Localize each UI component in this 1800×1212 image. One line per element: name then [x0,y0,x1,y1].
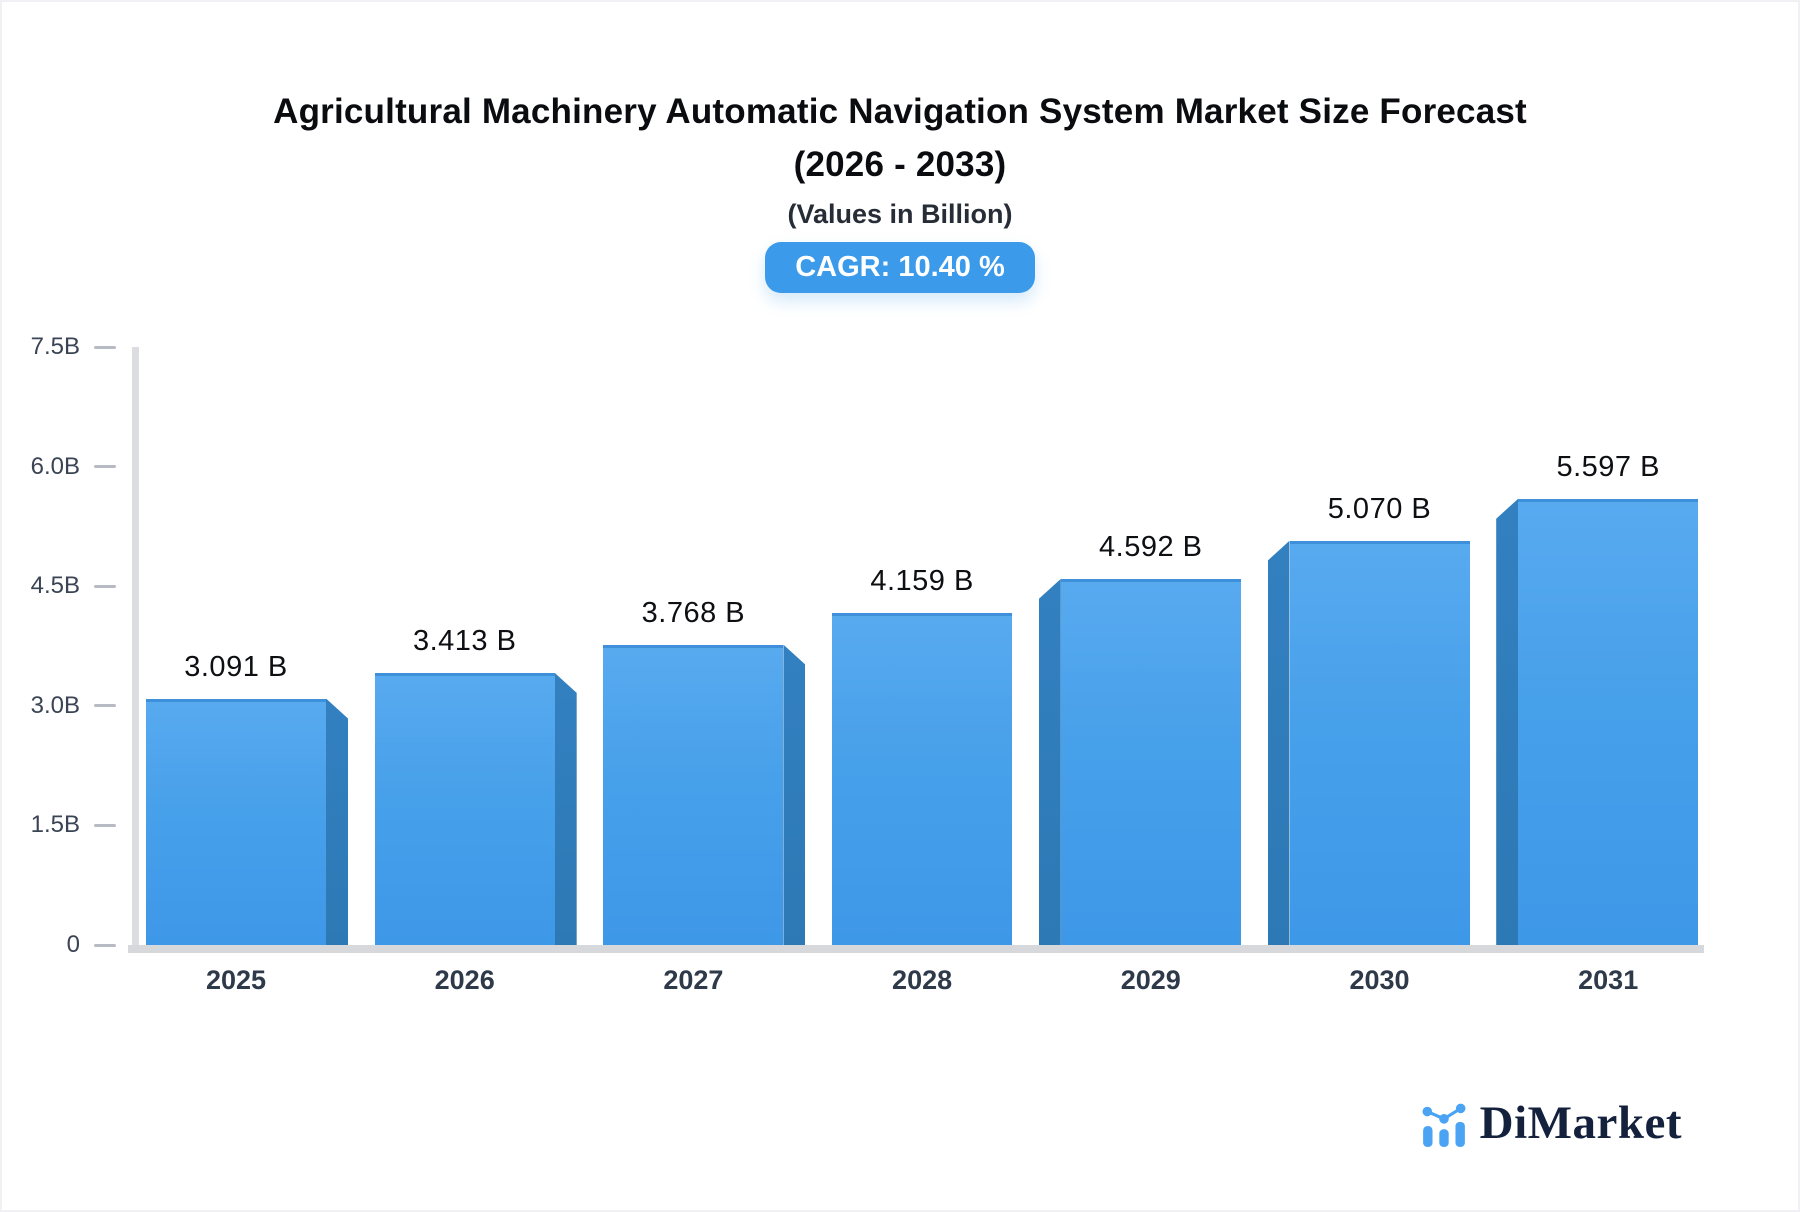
y-tick-mark [94,465,116,469]
logo-text: DiMarket [1479,1097,1682,1149]
bar-face [603,644,784,945]
bar-face [832,613,1013,945]
bar-side-shadow [1267,540,1290,945]
x-axis-label-2031: 2031 [1578,965,1639,995]
x-axis-label-2025: 2025 [205,965,267,995]
bar-2029 [1038,578,1241,945]
y-tick-4.5B: 4.5B [0,572,116,600]
y-tick-label: 6.0B [30,452,80,480]
y-tick-7.5B: 7.5B [0,333,116,361]
y-tick-mark [94,823,116,827]
bar-face [374,672,555,945]
bar-face [1518,498,1699,945]
bar-value-label: 3.091 B [184,650,288,683]
chart-header: Agricultural Machinery Automatic Navigat… [0,86,1800,293]
y-tick-label: 4.5B [30,572,80,600]
y-tick-mark [94,943,116,947]
dimarket-logo: DiMarket [1420,1096,1682,1150]
y-tick-0: 0 [0,931,116,959]
bar-value-label: 5.597 B [1556,450,1660,483]
bar-2028 [832,613,1013,945]
y-tick-label: 7.5B [30,333,80,360]
bar-2031 [1496,498,1699,945]
bar-value-label: 3.413 B [412,624,517,657]
y-tick-6.0B: 6.0B [0,453,116,481]
bar-2025 [146,698,348,945]
bar-side-shadow [1038,578,1061,945]
bar-value-label: 4.159 B [870,565,974,598]
chart-title: Agricultural Machinery Automatic Navigat… [273,92,1527,184]
chart-subtitle: (Values in Billion) [787,199,1013,229]
bar-2030 [1267,540,1470,945]
y-tick-mark [94,584,116,588]
bar-2026 [374,672,577,945]
bar-value-label: 4.592 B [1099,530,1203,563]
y-tick-mark [94,345,116,349]
cagr-badge: CAGR: 10.40 % [765,242,1035,293]
y-tick-1.5B: 1.5B [0,811,116,839]
bar-side-shadow [326,698,348,945]
y-tick-mark [94,704,116,708]
bar-side-shadow [554,672,577,945]
bar-face [1060,578,1241,945]
y-tick-label: 3.0B [30,691,80,719]
bar-face [1289,540,1470,945]
bar-value-label: 3.768 B [641,596,746,629]
x-axis-label-2030: 2030 [1349,965,1410,995]
y-tick-3.0B: 3.0B [0,692,116,720]
plot-area: 0 1.5B 3.0B 4.5B 6.0B 7.5B 3.091 B 2025 3.413 B 2… [31,333,1704,995]
x-axis-line [128,945,1704,953]
y-tick-label: 0 [66,931,80,958]
bar-face [146,698,326,945]
y-axis-line [132,347,139,948]
x-axis-label-2027: 2027 [663,965,724,995]
bar-side-shadow [1496,498,1519,945]
x-axis-label-2028: 2028 [892,965,953,995]
bar-value-label: 5.070 B [1327,492,1432,525]
x-axis-label-2026: 2026 [434,965,495,995]
bar-line-chart-icon [1422,1103,1466,1147]
x-axis-label-2029: 2029 [1120,965,1181,995]
y-tick-label: 1.5B [30,811,80,839]
bar-side-shadow [783,644,806,945]
bar-2027 [603,644,806,945]
